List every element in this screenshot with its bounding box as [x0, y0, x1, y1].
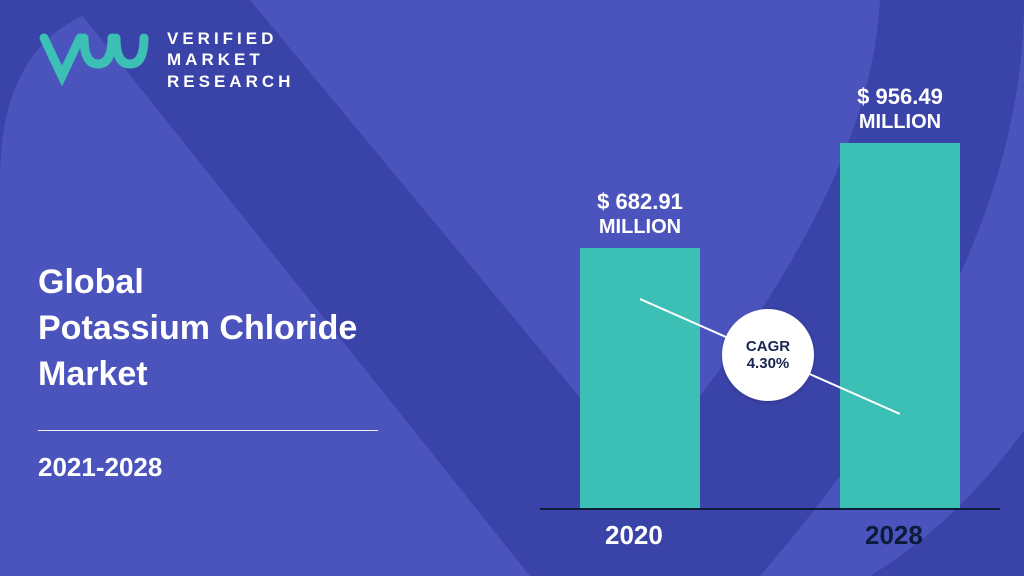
title-line1: Global [38, 260, 357, 306]
bar-2020 [580, 248, 700, 508]
logo-text: VERIFIED MARKET RESEARCH [167, 28, 294, 92]
bar-value-label-2028: $ 956.49MILLION [820, 83, 980, 136]
page-title: Global Potassium Chloride Market [38, 260, 357, 398]
bar-value-unit: MILLION [820, 110, 980, 135]
infographic-canvas: VERIFIED MARKET RESEARCH Global Potassiu… [0, 0, 1024, 576]
logo-mark-icon [38, 32, 153, 87]
logo-text-line2: MARKET [167, 49, 294, 70]
market-bar-chart: $ 682.91MILLION2020$ 956.49MILLION2028CA… [540, 40, 1000, 510]
logo-text-line1: VERIFIED [167, 28, 294, 49]
cagr-badge: CAGR4.30% [722, 309, 814, 401]
x-axis-label-2020: 2020 [605, 520, 663, 551]
cagr-value: 4.30% [747, 355, 790, 372]
title-line2: Potassium Chloride [38, 306, 357, 352]
cagr-label: CAGR [746, 338, 790, 355]
title-divider [38, 430, 378, 431]
bar-value-amount: $ 682.91 [560, 188, 720, 216]
bar-value-label-2020: $ 682.91MILLION [560, 188, 720, 241]
logo-text-line3: RESEARCH [167, 71, 294, 92]
title-line3: Market [38, 352, 357, 398]
bar-value-amount: $ 956.49 [820, 83, 980, 111]
forecast-period: 2021-2028 [38, 452, 162, 483]
brand-logo: VERIFIED MARKET RESEARCH [38, 28, 294, 92]
x-axis-label-2028: 2028 [865, 520, 923, 551]
bar-2028 [840, 143, 960, 508]
bar-value-unit: MILLION [560, 215, 720, 240]
x-axis [540, 508, 1000, 510]
